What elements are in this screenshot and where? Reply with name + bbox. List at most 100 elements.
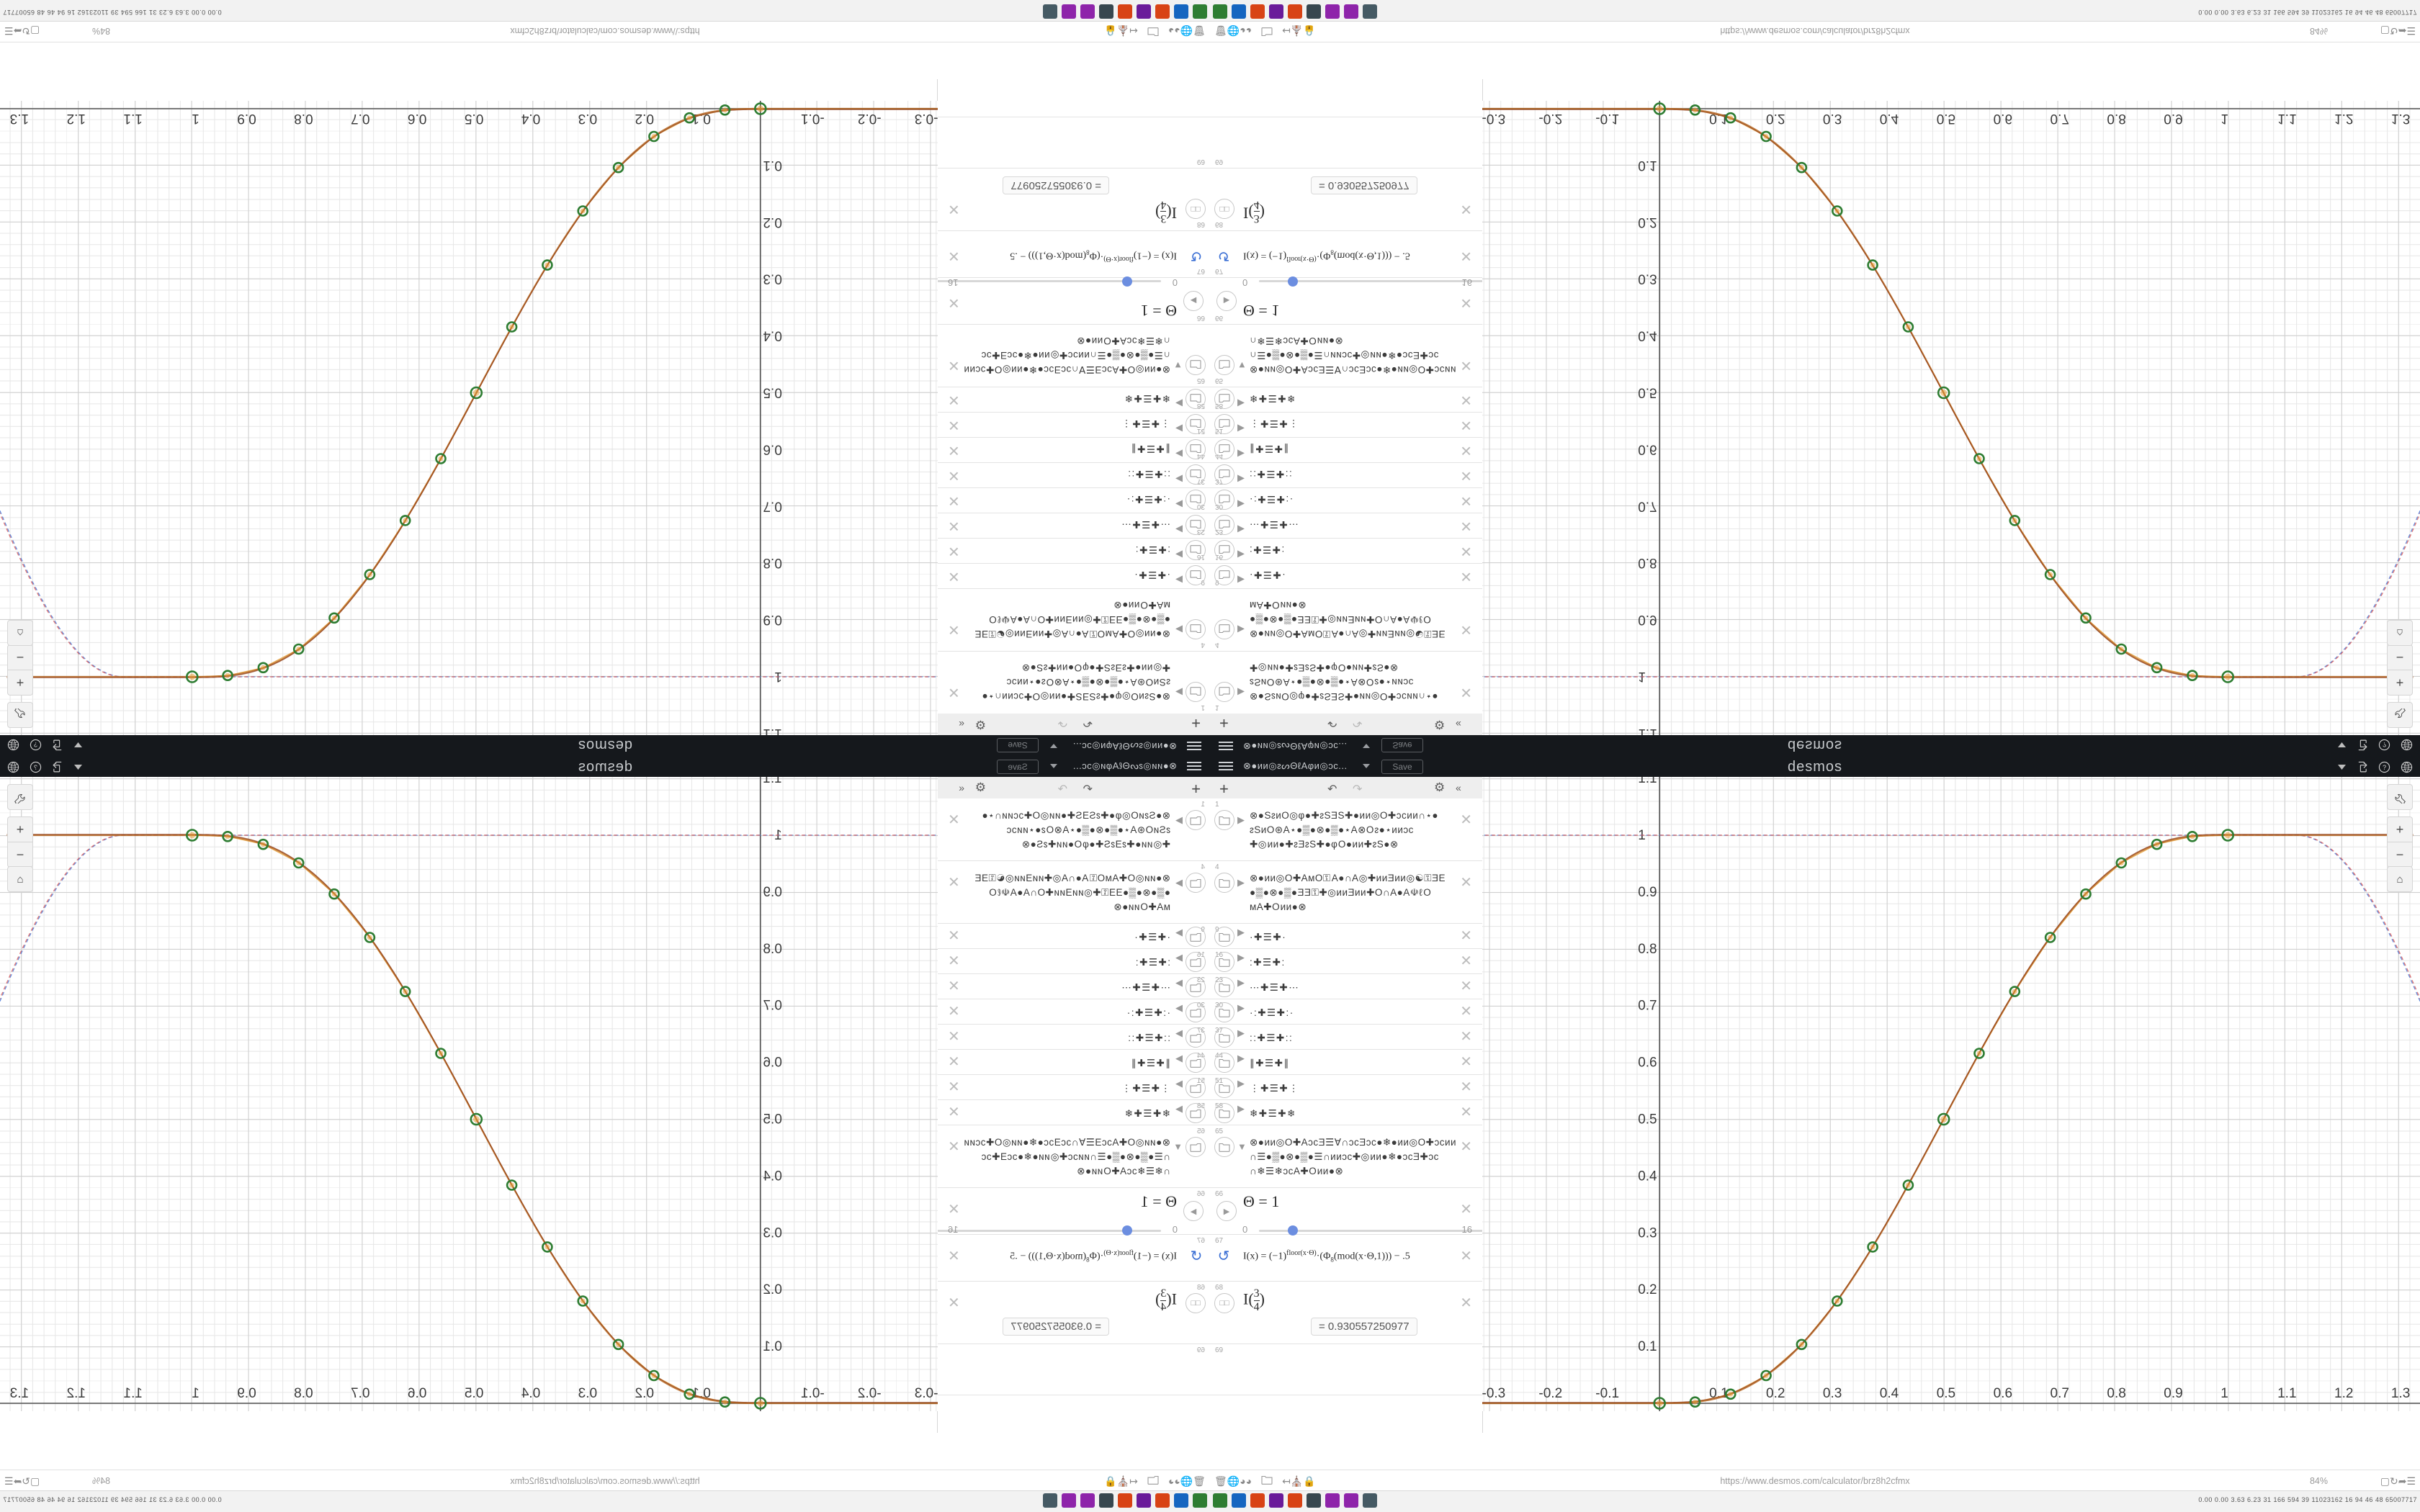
svg-text:-0.3: -0.3 bbox=[1482, 1386, 1505, 1401]
svg-text:0.9: 0.9 bbox=[1638, 885, 1657, 900]
svg-text:1: 1 bbox=[192, 1386, 200, 1401]
svg-text:0.6: 0.6 bbox=[763, 1056, 781, 1071]
svg-text:1: 1 bbox=[192, 111, 200, 126]
svg-text:0.8: 0.8 bbox=[1638, 555, 1657, 570]
svg-text:-0.1: -0.1 bbox=[1595, 111, 1619, 126]
svg-text:0.7: 0.7 bbox=[1638, 498, 1657, 513]
svg-text:0.8: 0.8 bbox=[1638, 942, 1657, 957]
svg-text:0.8: 0.8 bbox=[2107, 111, 2125, 126]
svg-text:1.2: 1.2 bbox=[67, 111, 86, 126]
svg-text:0.6: 0.6 bbox=[408, 111, 426, 126]
svg-text:0.4: 0.4 bbox=[521, 1386, 540, 1401]
svg-text:0.4: 0.4 bbox=[1638, 328, 1657, 343]
svg-text:1.1: 1.1 bbox=[1638, 726, 1657, 735]
svg-text:1.3: 1.3 bbox=[10, 1386, 29, 1401]
svg-text:-0.3: -0.3 bbox=[915, 1386, 938, 1401]
svg-text:0.7: 0.7 bbox=[763, 999, 781, 1014]
svg-text:0.6: 0.6 bbox=[1638, 1056, 1657, 1071]
svg-text:-0.1: -0.1 bbox=[801, 1386, 825, 1401]
svg-text:0.1: 0.1 bbox=[1638, 1339, 1657, 1354]
svg-text:0.8: 0.8 bbox=[294, 1386, 313, 1401]
svg-text:0.9: 0.9 bbox=[1638, 612, 1657, 627]
svg-text:1.2: 1.2 bbox=[67, 1386, 86, 1401]
svg-text:0.8: 0.8 bbox=[763, 942, 781, 957]
svg-text:0.3: 0.3 bbox=[578, 1386, 597, 1401]
svg-text:-0.2: -0.2 bbox=[858, 111, 882, 126]
svg-text:0.7: 0.7 bbox=[2051, 111, 2069, 126]
svg-text:0.5: 0.5 bbox=[1638, 385, 1657, 400]
svg-text:0.2: 0.2 bbox=[763, 1282, 781, 1297]
svg-text:1: 1 bbox=[2220, 1386, 2228, 1401]
svg-text:0.6: 0.6 bbox=[408, 1386, 426, 1401]
svg-text:0.8: 0.8 bbox=[2107, 1386, 2125, 1401]
svg-text:1.1: 1.1 bbox=[763, 777, 781, 786]
svg-text:0.7: 0.7 bbox=[351, 111, 369, 126]
svg-text:1.1: 1.1 bbox=[763, 726, 781, 735]
svg-text:-0.3: -0.3 bbox=[915, 111, 938, 126]
svg-text:0.7: 0.7 bbox=[763, 498, 781, 513]
svg-text:1.1: 1.1 bbox=[123, 111, 142, 126]
svg-text:0.3: 0.3 bbox=[1823, 1386, 1842, 1401]
svg-text:0.4: 0.4 bbox=[763, 328, 782, 343]
svg-text:0.2: 0.2 bbox=[635, 1386, 654, 1401]
svg-text:0.7: 0.7 bbox=[2051, 1386, 2069, 1401]
svg-text:0.9: 0.9 bbox=[763, 885, 781, 900]
svg-text:0.2: 0.2 bbox=[1638, 1282, 1657, 1297]
svg-text:-0.2: -0.2 bbox=[858, 1386, 882, 1401]
svg-text:0.7: 0.7 bbox=[351, 1386, 369, 1401]
svg-text:0.5: 0.5 bbox=[1937, 111, 1955, 126]
svg-text:0.2: 0.2 bbox=[1638, 215, 1657, 230]
svg-text:0.6: 0.6 bbox=[1994, 111, 2012, 126]
svg-text:?: ? bbox=[34, 764, 37, 771]
svg-text:0.3: 0.3 bbox=[1638, 1225, 1657, 1241]
svg-text:0.9: 0.9 bbox=[763, 612, 781, 627]
svg-text:1.1: 1.1 bbox=[2277, 111, 2296, 126]
svg-text:?: ? bbox=[2383, 741, 2386, 748]
svg-text:0.9: 0.9 bbox=[237, 1386, 256, 1401]
svg-text:1.2: 1.2 bbox=[2334, 111, 2353, 126]
svg-text:-0.2: -0.2 bbox=[1538, 111, 1562, 126]
svg-text:0.6: 0.6 bbox=[1994, 1386, 2012, 1401]
svg-text:1.3: 1.3 bbox=[10, 111, 29, 126]
svg-text:0.2: 0.2 bbox=[763, 215, 781, 230]
svg-text:0.1: 0.1 bbox=[763, 158, 781, 173]
svg-text:0.6: 0.6 bbox=[1638, 441, 1657, 456]
svg-text:0.1: 0.1 bbox=[763, 1339, 781, 1354]
svg-text:0.5: 0.5 bbox=[1638, 1112, 1657, 1128]
svg-text:0.3: 0.3 bbox=[1823, 111, 1842, 126]
svg-text:?: ? bbox=[34, 741, 37, 748]
svg-text:1.3: 1.3 bbox=[2391, 1386, 2410, 1401]
svg-text:0.7: 0.7 bbox=[1638, 999, 1657, 1014]
svg-text:1.1: 1.1 bbox=[123, 1386, 142, 1401]
svg-text:0.4: 0.4 bbox=[1880, 111, 1899, 126]
svg-text:-0.2: -0.2 bbox=[1538, 1386, 1562, 1401]
svg-text:0.5: 0.5 bbox=[763, 1112, 781, 1128]
svg-text:0.4: 0.4 bbox=[763, 1169, 782, 1184]
svg-text:0.5: 0.5 bbox=[465, 1386, 483, 1401]
svg-text:1.1: 1.1 bbox=[2277, 1386, 2296, 1401]
svg-text:0.5: 0.5 bbox=[1937, 1386, 1955, 1401]
svg-text:0.2: 0.2 bbox=[1766, 1386, 1785, 1401]
svg-text:0.2: 0.2 bbox=[1766, 111, 1785, 126]
svg-text:0.9: 0.9 bbox=[237, 111, 256, 126]
svg-text:0.8: 0.8 bbox=[763, 555, 781, 570]
svg-text:0.4: 0.4 bbox=[521, 111, 540, 126]
svg-text:0.3: 0.3 bbox=[578, 111, 597, 126]
svg-text:0.5: 0.5 bbox=[465, 111, 483, 126]
svg-text:0.9: 0.9 bbox=[2164, 1386, 2182, 1401]
svg-text:0.8: 0.8 bbox=[294, 111, 313, 126]
svg-text:0.1: 0.1 bbox=[1638, 158, 1657, 173]
svg-text:-0.3: -0.3 bbox=[1482, 111, 1505, 126]
svg-text:1: 1 bbox=[2220, 111, 2228, 126]
svg-text:0.3: 0.3 bbox=[763, 1225, 781, 1241]
svg-text:0.9: 0.9 bbox=[2164, 111, 2182, 126]
svg-text:?: ? bbox=[2383, 764, 2386, 771]
svg-text:1.3: 1.3 bbox=[2391, 111, 2410, 126]
svg-text:-0.1: -0.1 bbox=[801, 111, 825, 126]
svg-text:0.3: 0.3 bbox=[1638, 271, 1657, 287]
svg-text:-0.1: -0.1 bbox=[1595, 1386, 1619, 1401]
svg-text:0.5: 0.5 bbox=[763, 385, 781, 400]
svg-text:1.2: 1.2 bbox=[2334, 1386, 2353, 1401]
svg-text:0.4: 0.4 bbox=[1880, 1386, 1899, 1401]
svg-text:1.1: 1.1 bbox=[1638, 777, 1657, 786]
